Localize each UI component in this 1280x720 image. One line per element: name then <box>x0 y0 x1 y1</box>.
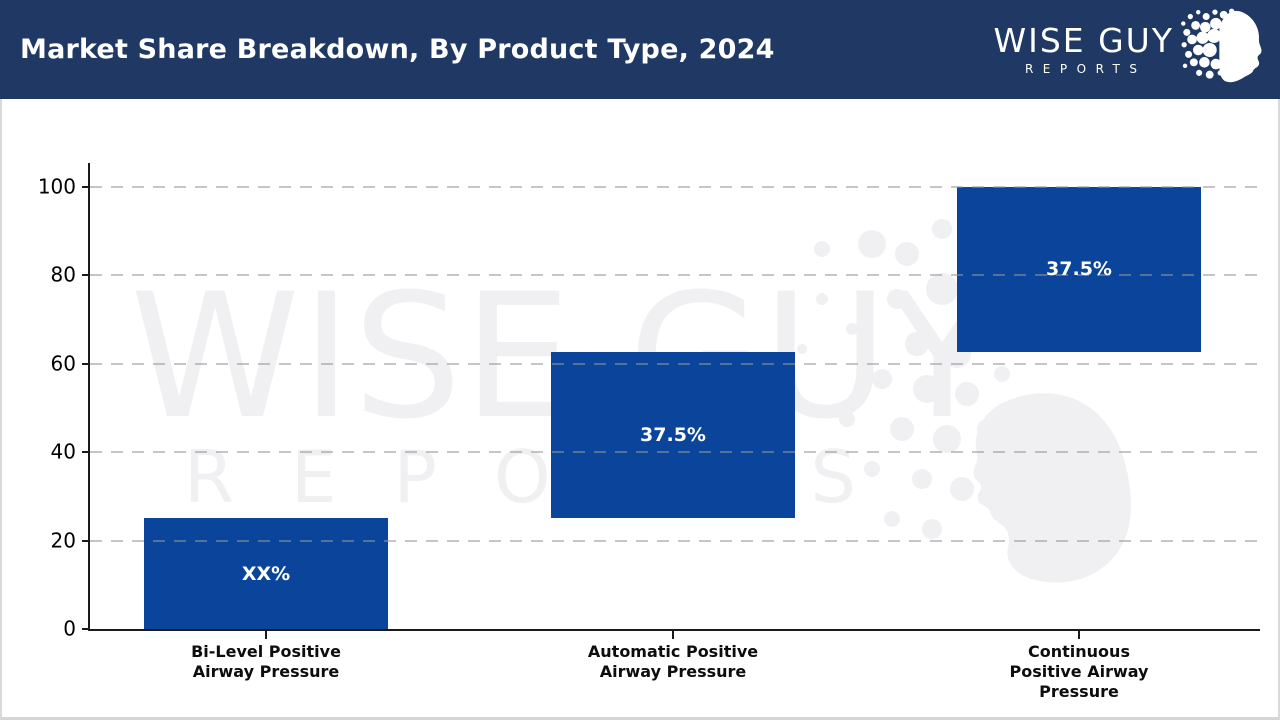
category-label-1: Bi-Level Positive Airway Pressure <box>106 642 426 682</box>
category-label-line: Bi-Level Positive <box>191 642 341 661</box>
brand-logo: WISE GUY REPORTS <box>993 6 1268 94</box>
x-tick-mark <box>1078 631 1080 639</box>
y-tick-label: 60 <box>50 351 76 376</box>
y-tick-label: 80 <box>50 262 76 287</box>
y-tick-label: 100 <box>37 174 76 199</box>
y-tick-label: 20 <box>50 528 76 553</box>
y-tick-label: 40 <box>50 439 76 464</box>
category-label-line: Airway Pressure <box>192 662 340 681</box>
bar-1 <box>144 518 388 629</box>
chart-title: Market Share Breakdown, By Product Type,… <box>20 34 775 65</box>
gridline-40 <box>90 451 1260 453</box>
category-label-line: Positive Airway <box>1009 662 1149 681</box>
y-tick-mark <box>82 451 90 453</box>
y-tick-mark <box>82 274 90 276</box>
category-label-2: Automatic Positive Airway Pressure <box>513 642 833 682</box>
x-axis-line <box>88 629 1260 631</box>
bar-3 <box>957 186 1201 353</box>
bar-value-label: XX% <box>241 562 291 585</box>
logo-text: WISE GUY REPORTS <box>993 24 1174 76</box>
logo-face-icon <box>1181 8 1262 82</box>
y-tick-mark <box>82 539 90 542</box>
x-tick-mark <box>265 631 267 639</box>
gridline-80 <box>90 274 1260 276</box>
gridline-60 <box>90 362 1260 365</box>
plot-area: XX% 37.5% 37.5% 0 20 40 60 80 100 Bi-Level Positi… <box>2 99 1278 717</box>
y-axis-line <box>88 163 90 631</box>
bar-2 <box>551 352 795 519</box>
bar-value-label: 37.5% <box>640 424 706 447</box>
category-label-3: Continuous Positive Airway Pressure <box>919 642 1239 702</box>
logo-subtitle: REPORTS <box>1024 61 1147 76</box>
y-tick-label: 0 <box>63 616 76 641</box>
category-label-line: Automatic Positive <box>587 642 759 661</box>
category-label-line: Pressure <box>1039 682 1119 701</box>
category-label-line: Airway Pressure <box>599 662 747 681</box>
y-tick-mark <box>82 362 90 365</box>
bar-value-label: 37.5% <box>1046 258 1112 281</box>
gridline-20 <box>90 539 1260 542</box>
y-tick-mark <box>82 628 90 630</box>
gridline-100 <box>90 185 1260 188</box>
y-tick-mark <box>82 185 90 188</box>
category-label-line: Continuous <box>1028 642 1130 661</box>
x-tick-mark <box>672 631 674 639</box>
logo-wordmark: WISE GUY <box>993 20 1174 60</box>
header-bar: Market Share Breakdown, By Product Type,… <box>0 0 1280 99</box>
chart-canvas: WISE GUY REPORTS XX% 37.5% 37.5% 0 20 40 60 80 1… <box>0 99 1280 720</box>
